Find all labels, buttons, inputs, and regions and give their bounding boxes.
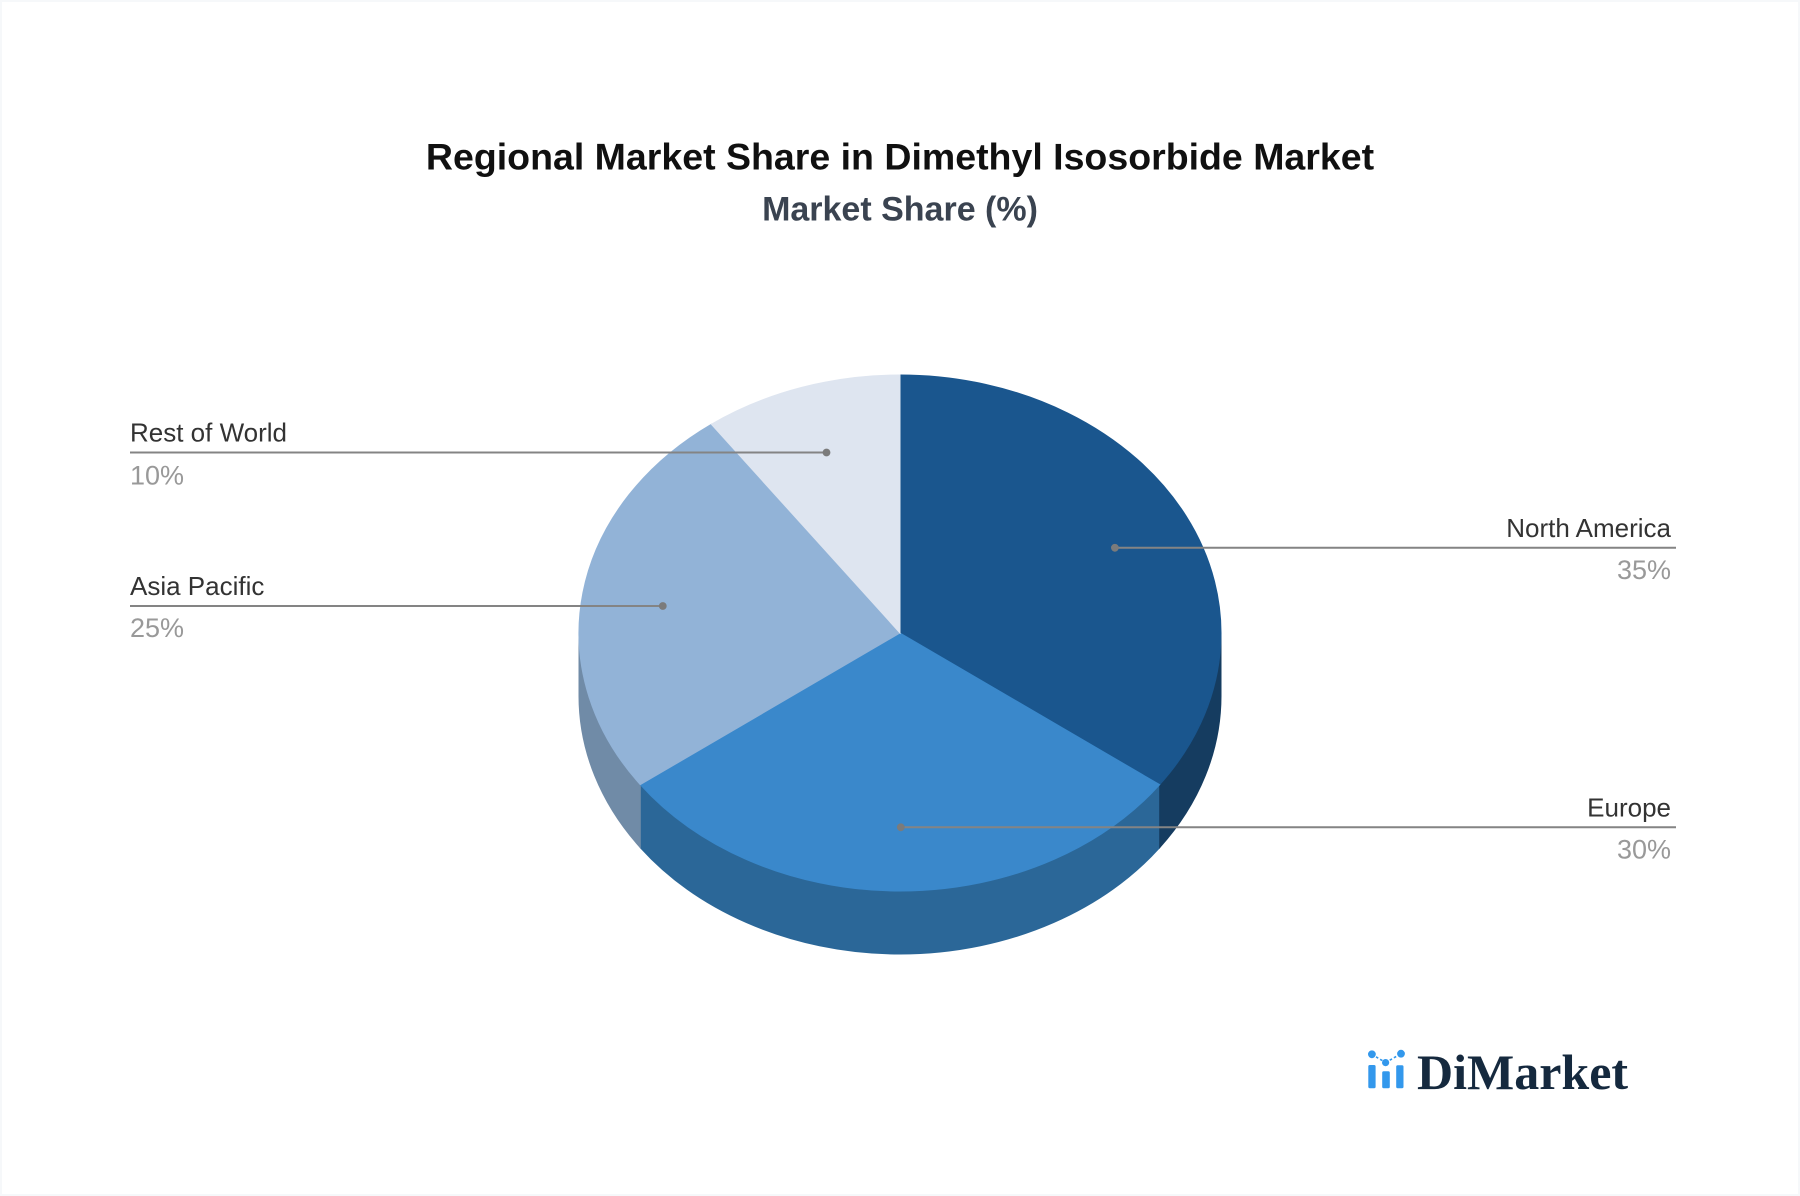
svg-text:35%: 35% (1617, 555, 1671, 585)
svg-text:25%: 25% (130, 613, 184, 643)
svg-text:North America: North America (1506, 513, 1671, 543)
svg-text:Regional Market Share in Dimet: Regional Market Share in Dimethyl Isosor… (426, 135, 1375, 177)
svg-text:Europe: Europe (1587, 792, 1671, 822)
svg-text:30%: 30% (1617, 834, 1671, 864)
svg-text:Asia Pacific: Asia Pacific (130, 571, 264, 601)
svg-text:DiMarket: DiMarket (1417, 1044, 1628, 1100)
svg-text:10%: 10% (130, 461, 184, 491)
svg-text:Market Share (%): Market Share (%) (762, 191, 1038, 229)
svg-text:Rest of World: Rest of World (130, 418, 287, 448)
